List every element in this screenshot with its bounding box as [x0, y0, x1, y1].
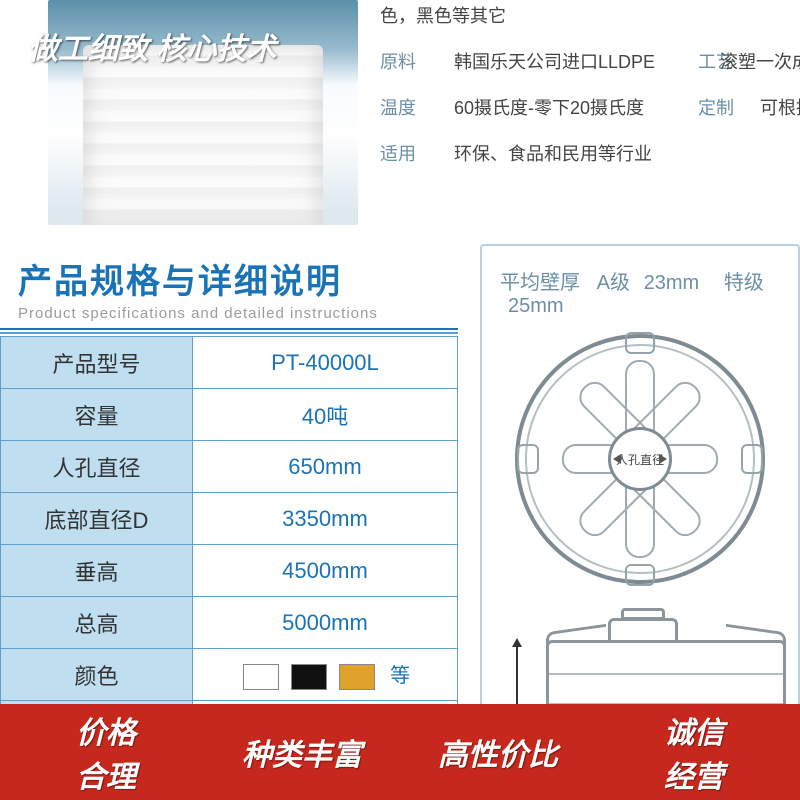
divider: [0, 328, 458, 330]
hub-label: 人孔直径: [608, 427, 672, 491]
swatch-yellow: [339, 664, 375, 690]
footer-item: 价格合理: [8, 708, 204, 796]
divider: [0, 332, 458, 334]
cell-key: 人孔直径: [1, 441, 193, 493]
temp-value: 60摄氏度-零下20摄氏度: [454, 94, 644, 120]
etc-label: 等: [390, 665, 410, 687]
cell-val: 5000mm: [192, 597, 457, 649]
cell-val: 650mm: [192, 441, 457, 493]
thickness-line: 平均壁厚 A级 23mm 特级 25mm: [500, 266, 780, 318]
cell-key: 总高: [1, 597, 193, 649]
hero-overlay: 做工细致 核心技术: [0, 0, 800, 68]
table-row: 产品型号PT-40000L: [1, 337, 458, 389]
lid-icon: [608, 618, 678, 642]
cell-key: 底部直径D: [1, 493, 193, 545]
cell-key: 产品型号: [1, 337, 193, 389]
lug-icon: [517, 444, 539, 474]
lug-icon: [625, 564, 655, 586]
section-subtitle: Product specifications and detailed inst…: [18, 305, 458, 322]
cell-key: 垂高: [1, 545, 193, 597]
cell-val: PT-40000L: [192, 337, 457, 389]
tank-graphic: [83, 45, 323, 225]
footer-banner: 价格合理 种类丰富 高性价比 诚信经营: [0, 704, 800, 800]
footer-item: 种类丰富: [204, 730, 400, 774]
arrow-left-icon: [613, 454, 621, 464]
arrow-right-icon: [659, 454, 667, 464]
lug-icon: [625, 332, 655, 354]
rib-line-icon: [549, 665, 783, 675]
cell-val: 3350mm: [192, 493, 457, 545]
table-row: 垂高4500mm: [1, 545, 458, 597]
gradeS-k: 特级: [724, 272, 764, 294]
table-row: 总高5000mm: [1, 597, 458, 649]
table-row: 颜色 等: [1, 649, 458, 701]
top-view: 人孔直径: [515, 334, 765, 584]
spec-table: 产品型号PT-40000L 容量40吨 人孔直径650mm 底部直径D3350m…: [0, 336, 458, 753]
gradeA-v: 23mm: [644, 272, 700, 294]
section-header: 产品规格与详细说明 Product specifications and det…: [0, 244, 458, 326]
temp-key: 温度: [380, 94, 426, 120]
swatch-white: [243, 664, 279, 690]
apply-key: 适用: [380, 140, 426, 166]
cell-val-color: 等: [192, 649, 457, 701]
custom-key: 定制: [698, 94, 744, 120]
table-row: 底部直径D3350mm: [1, 493, 458, 545]
swatch-black: [291, 664, 327, 690]
custom-value: 可根据客户需求量身定制: [760, 94, 800, 120]
thickness-label: 平均壁厚: [500, 272, 580, 294]
diagram-panel: 平均壁厚 A级 23mm 特级 25mm 人孔直径: [480, 244, 800, 764]
cell-key: 颜色: [1, 649, 193, 701]
lug-icon: [741, 444, 763, 474]
table-row: 容量40吨: [1, 389, 458, 441]
gradeA-k: A级: [597, 272, 630, 294]
table-row: 人孔直径650mm: [1, 441, 458, 493]
footer-item: 高性价比: [400, 730, 596, 774]
section-title: 产品规格与详细说明: [18, 254, 458, 303]
footer-item: 诚信经营: [596, 708, 792, 796]
cell-val: 4500mm: [192, 545, 457, 597]
apply-value: 环保、食品和民用等行业: [454, 140, 652, 166]
cell-key: 容量: [1, 389, 193, 441]
gradeS-v: 25mm: [508, 295, 564, 317]
cell-val: 40吨: [192, 389, 457, 441]
tagline: 做工细致 核心技术: [28, 24, 800, 68]
